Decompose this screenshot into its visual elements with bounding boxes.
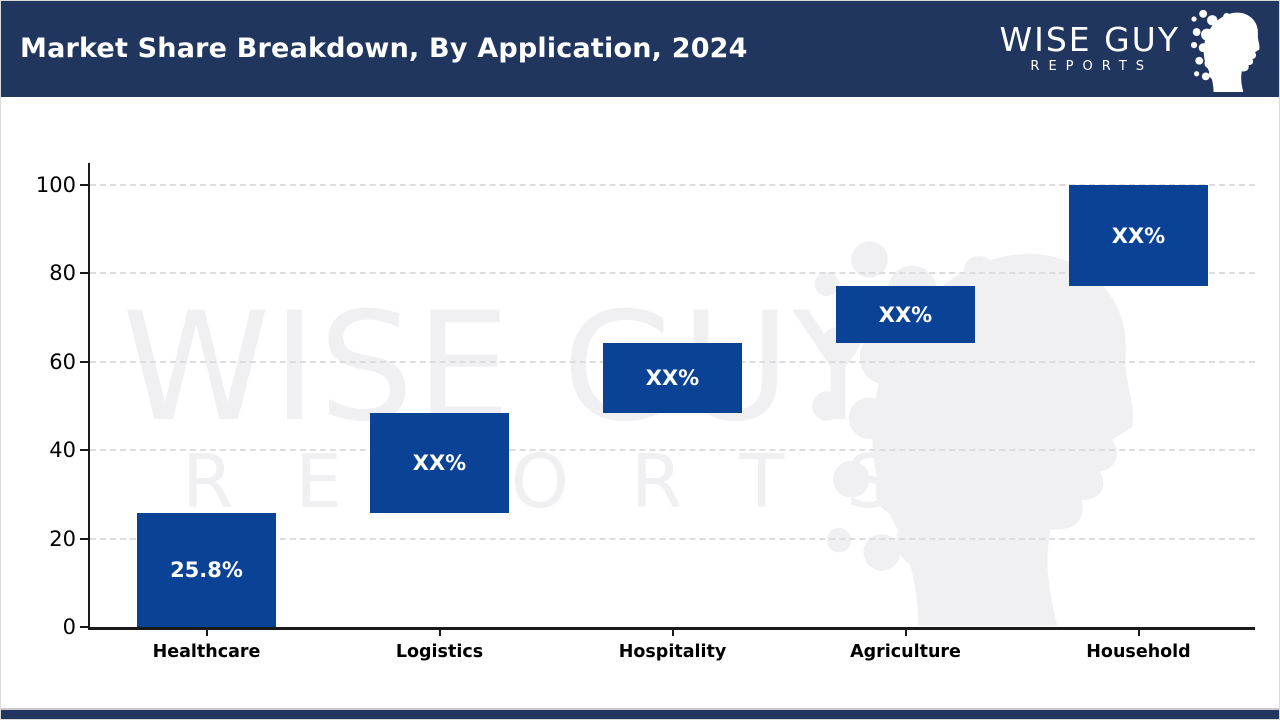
bar-value-label: XX% [645,366,700,391]
y-axis-tick [80,184,89,187]
brand-logo: WISE GUY REPORTS [999,0,1266,97]
bar-value-label: 25.8% [170,558,243,582]
y-axis-tick-label: 80 [49,261,76,286]
x-axis-category-label: Logistics [395,642,484,662]
brand-name: WISE GUY [999,19,1180,59]
y-gridline [90,537,1255,540]
x-axis-tick [904,630,907,636]
y-axis-tick [80,272,89,275]
bar-value-label: XX% [1111,223,1166,248]
bar-value-label: XX% [878,302,933,327]
x-axis-category-label: Agriculture [850,642,961,662]
header-bar: Market Share Breakdown, By Application, … [0,0,1280,97]
waterfall-bar-healthcare: 25.8% [137,513,276,627]
y-axis-tick [80,360,89,363]
y-axis-tick-label: 40 [49,438,76,463]
x-axis-tick [1137,630,1140,636]
brand-subname: REPORTS [1030,59,1154,75]
y-gridline [90,449,1255,452]
y-axis-tick-label: 0 [62,615,76,639]
watermark-text-2: REPORTS [182,439,956,525]
dotted-face-icon [1190,9,1260,92]
y-gridline [90,184,1255,187]
waterfall-bar-hospitality: XX% [603,343,742,414]
x-axis-tick [671,630,674,636]
waterfall-bar-agriculture: XX% [836,286,975,344]
x-axis-tick [438,630,441,636]
y-axis-tick [80,537,89,540]
x-axis-tick [205,630,208,636]
x-axis-category-label: Healthcare [152,642,261,662]
brand-logo-text: WISE GUY REPORTS [999,19,1180,75]
footer-bar [0,708,1280,720]
y-gridline [90,272,1255,275]
y-axis-tick-label: 60 [49,349,76,374]
page-title: Market Share Breakdown, By Application, … [20,33,748,64]
waterfall-bar-household: XX% [1069,185,1208,287]
chart-area: WISE GUY REPORTS 0 20 40 60 80 100 25.8% Health… [0,97,1280,710]
x-axis-category-label: Hospitality [618,642,727,662]
waterfall-bar-logistics: XX% [370,413,509,513]
bar-value-label: XX% [412,451,467,476]
y-axis-tick [80,449,89,452]
y-axis-tick-label: 20 [49,526,76,551]
plot-area: 0 20 40 60 80 100 25.8% Healthcare XX% Logistics X… [36,163,1255,662]
x-axis-category-label: Household [1086,642,1191,662]
y-axis-tick-label: 100 [35,173,76,198]
y-axis-tick [80,626,89,628]
